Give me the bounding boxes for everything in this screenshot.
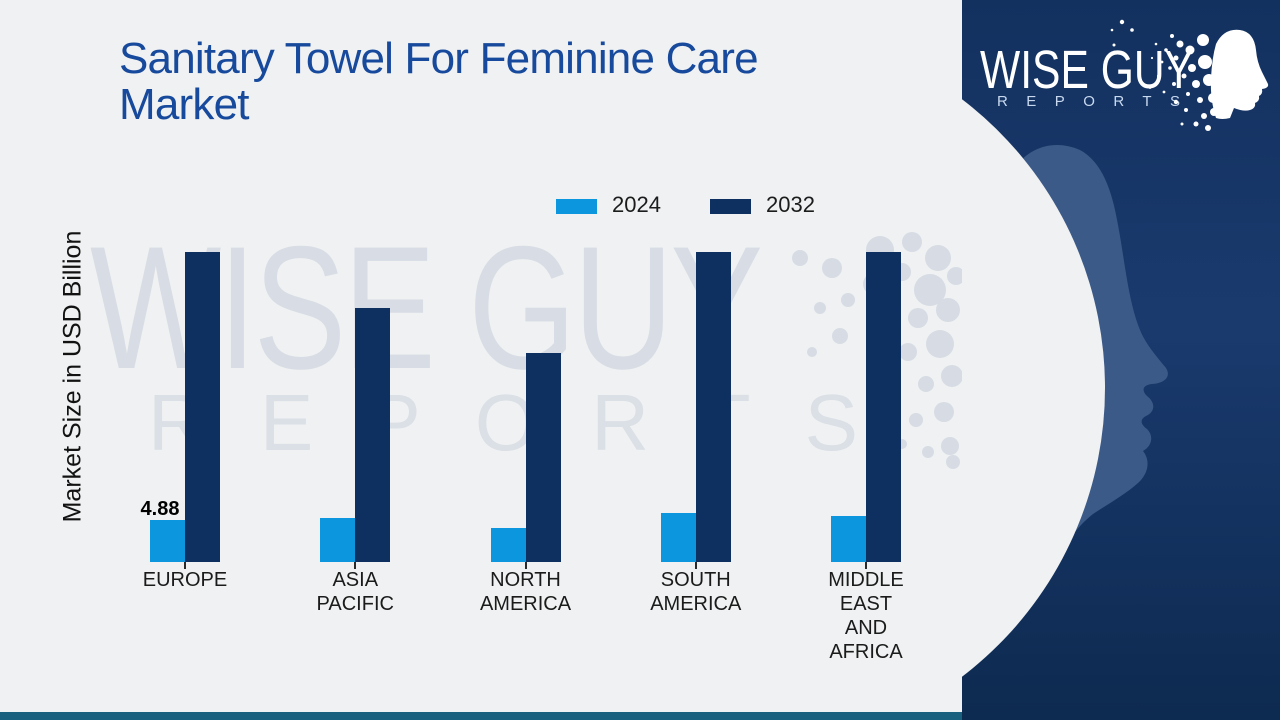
bar-2032-middle-east-and-africa: [866, 252, 901, 562]
legend-swatch-2032: [710, 199, 751, 214]
bar-2024-europe: [150, 519, 185, 562]
axis-tick: [865, 562, 867, 569]
category-label: MIDDLE EAST AND AFRICA: [828, 569, 904, 663]
bar-2024-middle-east-and-africa: [831, 516, 866, 562]
bar-2032-asia-pacific: [355, 307, 391, 562]
bar-2024-north-america: [490, 527, 526, 562]
logo-dots-icon: [1110, 19, 1218, 131]
brand-panel: WISE GUY REPORTS: [962, 0, 1280, 720]
category-label: EUROPE: [142, 569, 228, 591]
bar-2032-north-america: [525, 352, 561, 562]
axis-tick: [184, 562, 186, 569]
bar-2024-south-america: [660, 512, 696, 562]
bar-value-label: 4.88: [140, 497, 180, 520]
bar-2032-europe: [185, 252, 220, 562]
legend-label-2024: 2024: [612, 192, 661, 217]
logo-face-icon: [1210, 29, 1269, 119]
axis-tick: [694, 562, 697, 569]
category-label: ASIA PACIFIC: [316, 569, 394, 615]
bar-chart: EUROPE ASIA PACIFIC NORTH AMERICA SOUTH AMERIC…: [140, 252, 904, 663]
bar-2032-south-america: [695, 252, 731, 562]
axis-tick: [354, 562, 357, 569]
background-circle-cutout: [962, 99, 1105, 677]
legend-swatch-2024: [556, 199, 597, 214]
axis-tick: [524, 562, 527, 569]
category-label: NORTH AMERICA: [479, 569, 572, 615]
category-label: SOUTH AMERICA: [650, 569, 742, 615]
logo-brand-text: WISE GUY: [980, 40, 1193, 100]
page-title: Sanitary Towel For Feminine Care Market: [119, 34, 759, 129]
bar-2024-asia-pacific: [320, 518, 356, 562]
y-axis-label: Market Size in USD Billion: [58, 230, 87, 523]
bottom-accent-bar: [0, 712, 962, 720]
legend-label-2032: 2032: [766, 192, 815, 217]
